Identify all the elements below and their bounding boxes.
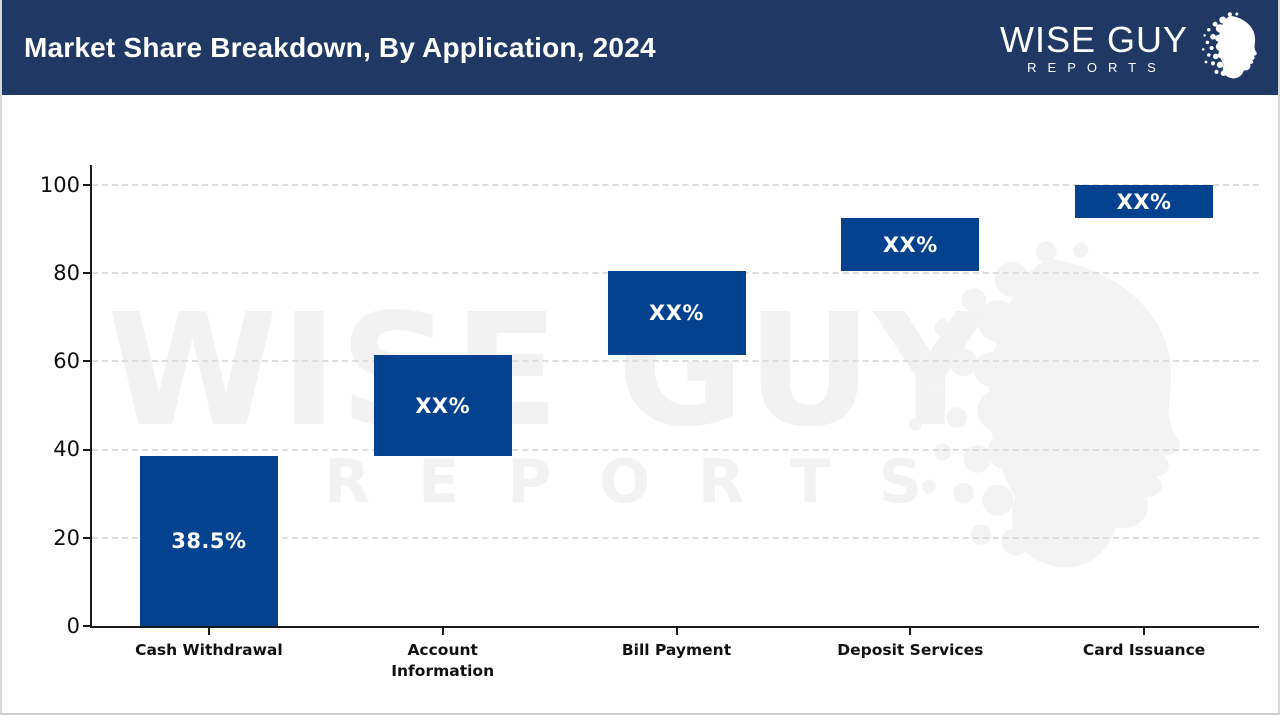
x-axis-tick bbox=[909, 626, 912, 635]
y-axis-tick-label: 20 bbox=[53, 525, 80, 550]
chart-title: Market Share Breakdown, By Application, … bbox=[24, 31, 656, 63]
gridline-40 bbox=[92, 448, 1259, 451]
y-axis-tick bbox=[83, 448, 92, 451]
wiseguy-face-icon bbox=[1192, 6, 1262, 90]
bar-bill-payment: XX% bbox=[607, 271, 746, 355]
y-axis-tick-label: 0 bbox=[66, 613, 80, 638]
bar-account-information: XX% bbox=[373, 354, 512, 457]
y-axis-tick bbox=[83, 184, 92, 187]
watermark-text-1: WISE GUY bbox=[107, 280, 989, 461]
y-axis-tick bbox=[83, 625, 92, 627]
category-label-account-information: Account Information bbox=[391, 641, 495, 680]
wiseguy-logo-subtitle: REPORTS bbox=[1027, 59, 1167, 75]
watermark-text-2: REPORTS bbox=[324, 447, 970, 517]
wiseguy-logo: WISE GUY REPORTS bbox=[1000, 6, 1262, 90]
gridline-20 bbox=[92, 536, 1259, 539]
y-axis-tick bbox=[83, 536, 92, 539]
bar-value-label: XX% bbox=[882, 232, 938, 257]
header-bar: Market Share Breakdown, By Application, … bbox=[2, 0, 1278, 95]
y-axis-tick-label: 60 bbox=[53, 349, 80, 374]
bar-value-label: XX% bbox=[415, 393, 471, 418]
y-axis-tick bbox=[83, 272, 92, 275]
gridline-100 bbox=[92, 184, 1259, 187]
category-label-cash-withdrawal: Cash Withdrawal bbox=[135, 641, 283, 659]
bar-deposit-services: XX% bbox=[841, 218, 980, 272]
x-axis-tick bbox=[1143, 626, 1146, 635]
plot-area: 0 20 40 60 80 100 38.5% Cash Withdrawal XX% Accou… bbox=[40, 165, 1259, 680]
bar-value-label: XX% bbox=[649, 300, 704, 325]
wiseguy-logo-wordmark: WISE GUY bbox=[999, 18, 1188, 60]
bar-value-label: 38.5% bbox=[171, 529, 247, 554]
bar-cash-withdrawal: 38.5% bbox=[139, 456, 278, 626]
x-axis-tick bbox=[441, 626, 444, 635]
category-label-bill-payment: Bill Payment bbox=[621, 641, 732, 659]
wiseguy-logo-text: WISE GUY REPORTS bbox=[999, 18, 1188, 75]
x-axis-tick bbox=[675, 626, 678, 635]
y-axis-tick-label: 80 bbox=[53, 260, 80, 285]
category-label-deposit-services: Deposit Services bbox=[837, 641, 984, 659]
y-axis-tick-label: 100 bbox=[39, 172, 80, 197]
x-axis-tick bbox=[207, 626, 210, 635]
gridline-60 bbox=[92, 360, 1259, 363]
category-label-card-issuance: Card Issuance bbox=[1082, 641, 1206, 659]
bar-card-issuance: XX% bbox=[1075, 185, 1214, 219]
y-axis-tick bbox=[83, 360, 92, 363]
bar-value-label: XX% bbox=[1116, 189, 1172, 214]
chart-area: WISE GUY REPORTS 0 20 40 60 80 100 38.5% Cash W… bbox=[2, 95, 1278, 713]
y-axis-tick-label: 40 bbox=[53, 437, 80, 462]
